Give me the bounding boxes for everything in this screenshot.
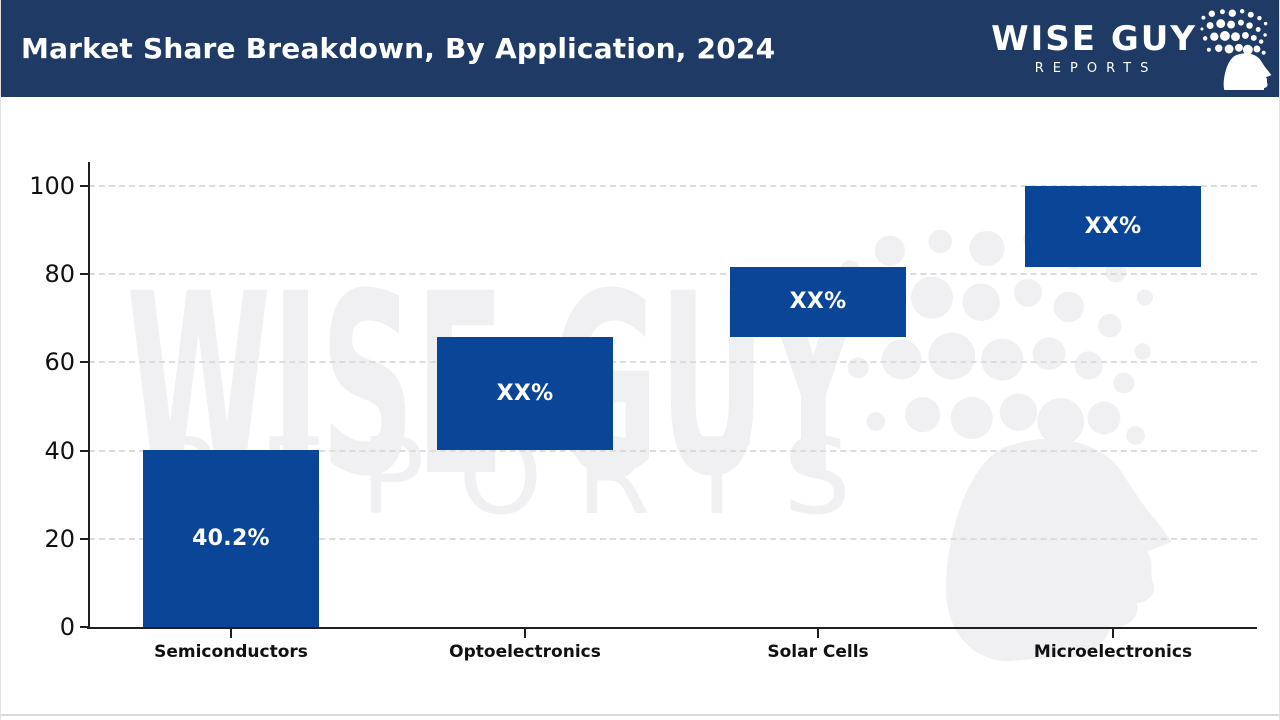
y-axis-tick — [80, 361, 89, 364]
logo-subtext: REPORTS — [1034, 61, 1158, 76]
y-axis-tick — [80, 537, 89, 540]
bar-segment: XX% — [730, 266, 906, 337]
bar-segment: XX% — [1025, 186, 1201, 267]
y-tick-label: 0 — [59, 613, 75, 641]
wiseguy-logo: WISE GUY REPORTS — [991, 8, 1273, 90]
bar-value-label: XX% — [789, 289, 847, 315]
x-tick-label: Optoelectronics — [449, 642, 601, 662]
gridline — [89, 537, 1257, 540]
page-title: Market Share Breakdown, By Application, … — [21, 32, 776, 65]
x-tick-label: Semiconductors — [154, 642, 308, 662]
y-tick-label: 20 — [44, 524, 75, 553]
chart-area: WISE GUY R E P O R T S 0 20 40 60 80 100 40.2%… — [1, 97, 1279, 714]
bar-segment: XX% — [437, 336, 613, 450]
bar-segment: 40.2% — [143, 449, 319, 627]
bar-value-label: 40.2% — [192, 525, 270, 551]
x-axis-tick — [230, 629, 232, 638]
gridline — [89, 185, 1257, 187]
bar-value-label: XX% — [496, 380, 554, 406]
y-axis-tick — [80, 626, 89, 628]
wiseguy-head-icon — [1200, 8, 1272, 90]
y-axis-tick — [80, 449, 89, 452]
header-banner: Market Share Breakdown, By Application, … — [1, 0, 1279, 97]
y-tick-label: 40 — [44, 436, 75, 465]
y-tick-label: 100 — [29, 172, 75, 200]
y-axis-tick — [80, 273, 89, 276]
y-axis-spine — [88, 162, 90, 629]
gridline — [89, 361, 1257, 364]
y-tick-label: 60 — [44, 348, 75, 377]
waterfall-chart: 0 20 40 60 80 100 40.2% Semiconductors XX% Optoel… — [1, 97, 1279, 714]
x-axis-tick — [1112, 629, 1114, 638]
bottom-border — [1, 714, 1279, 716]
y-axis-tick — [80, 185, 89, 187]
gridline — [89, 273, 1257, 276]
x-axis-tick — [817, 629, 819, 638]
x-axis-tick — [524, 629, 526, 638]
x-tick-label: Microelectronics — [1033, 642, 1193, 662]
y-tick-label: 80 — [44, 260, 75, 289]
x-tick-label: Solar Cells — [767, 642, 869, 662]
x-axis-spine — [87, 627, 1257, 629]
bar-value-label: XX% — [1084, 213, 1142, 239]
logo-wordmark: WISE GUY — [991, 19, 1197, 59]
logo-text: WISE GUY REPORTS — [991, 22, 1197, 75]
gridline — [89, 449, 1257, 452]
